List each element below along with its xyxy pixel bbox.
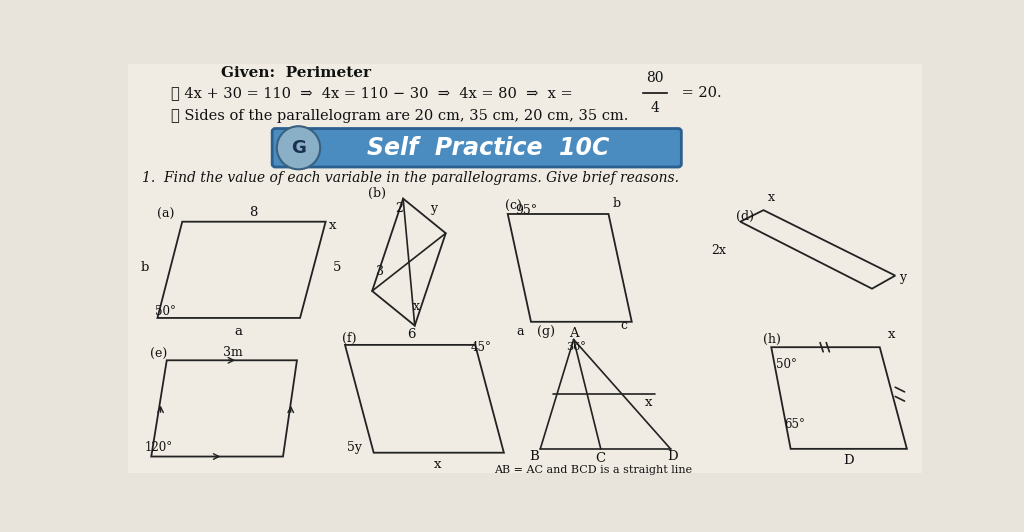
Text: 3m: 3m [223,346,243,359]
Text: 45°: 45° [471,340,492,354]
Text: B: B [529,450,539,463]
Text: 5y: 5y [347,441,361,454]
Text: b: b [141,261,150,275]
Text: c: c [621,319,628,332]
Text: 5: 5 [333,261,341,275]
Text: 36°: 36° [566,342,586,352]
Text: (h): (h) [764,333,781,346]
Text: x: x [888,328,895,342]
Text: 2: 2 [395,202,403,215]
Text: 6: 6 [407,328,415,342]
Text: x: x [413,300,420,313]
Circle shape [276,126,321,169]
Text: (f): (f) [342,332,356,345]
Text: A: A [568,327,579,340]
Text: Given:  Perimeter: Given: Perimeter [221,66,371,80]
Text: = 20.: = 20. [677,86,721,100]
Text: 8: 8 [250,206,258,219]
Text: (g): (g) [538,325,555,338]
Text: a: a [516,325,524,338]
Text: x: x [434,458,441,471]
Text: 2x: 2x [711,244,726,257]
Text: b: b [612,197,621,211]
Text: 95°: 95° [515,204,538,217]
Text: (a): (a) [158,207,175,220]
Text: D: D [668,450,678,463]
Text: a: a [234,325,242,338]
Text: (e): (e) [150,348,167,361]
Text: D: D [844,454,854,467]
Text: x: x [768,192,775,204]
FancyBboxPatch shape [128,64,922,473]
Text: 120°: 120° [145,441,173,454]
Text: ∴ 4x + 30 = 110  ⇒  4x = 110 − 30  ⇒  4x = 80  ⇒  x =: ∴ 4x + 30 = 110 ⇒ 4x = 110 − 30 ⇒ 4x = 8… [171,86,577,100]
Text: 50°: 50° [776,358,798,371]
FancyBboxPatch shape [272,129,681,167]
Text: AB = AC and BCD is a straight line: AB = AC and BCD is a straight line [494,466,692,476]
Text: y: y [430,202,437,215]
Text: x: x [645,396,652,409]
Text: (c): (c) [505,200,521,213]
Text: C: C [596,452,606,464]
Text: x: x [329,219,336,232]
Text: 1.  Find the value of each variable in the parallelograms. Give brief reasons.: 1. Find the value of each variable in th… [142,171,679,185]
Text: (d): (d) [736,210,755,223]
Text: Self  Practice  10C: Self Practice 10C [368,136,609,160]
Text: 3: 3 [376,265,384,278]
Text: G: G [291,139,306,157]
Text: y: y [899,271,906,285]
Text: (b): (b) [369,187,386,200]
Text: 4: 4 [650,101,659,115]
Text: 50°: 50° [155,305,176,318]
Text: 65°: 65° [784,418,805,431]
Text: ∴ Sides of the parallelogram are 20 cm, 35 cm, 20 cm, 35 cm.: ∴ Sides of the parallelogram are 20 cm, … [171,109,628,123]
Text: 80: 80 [646,71,664,86]
